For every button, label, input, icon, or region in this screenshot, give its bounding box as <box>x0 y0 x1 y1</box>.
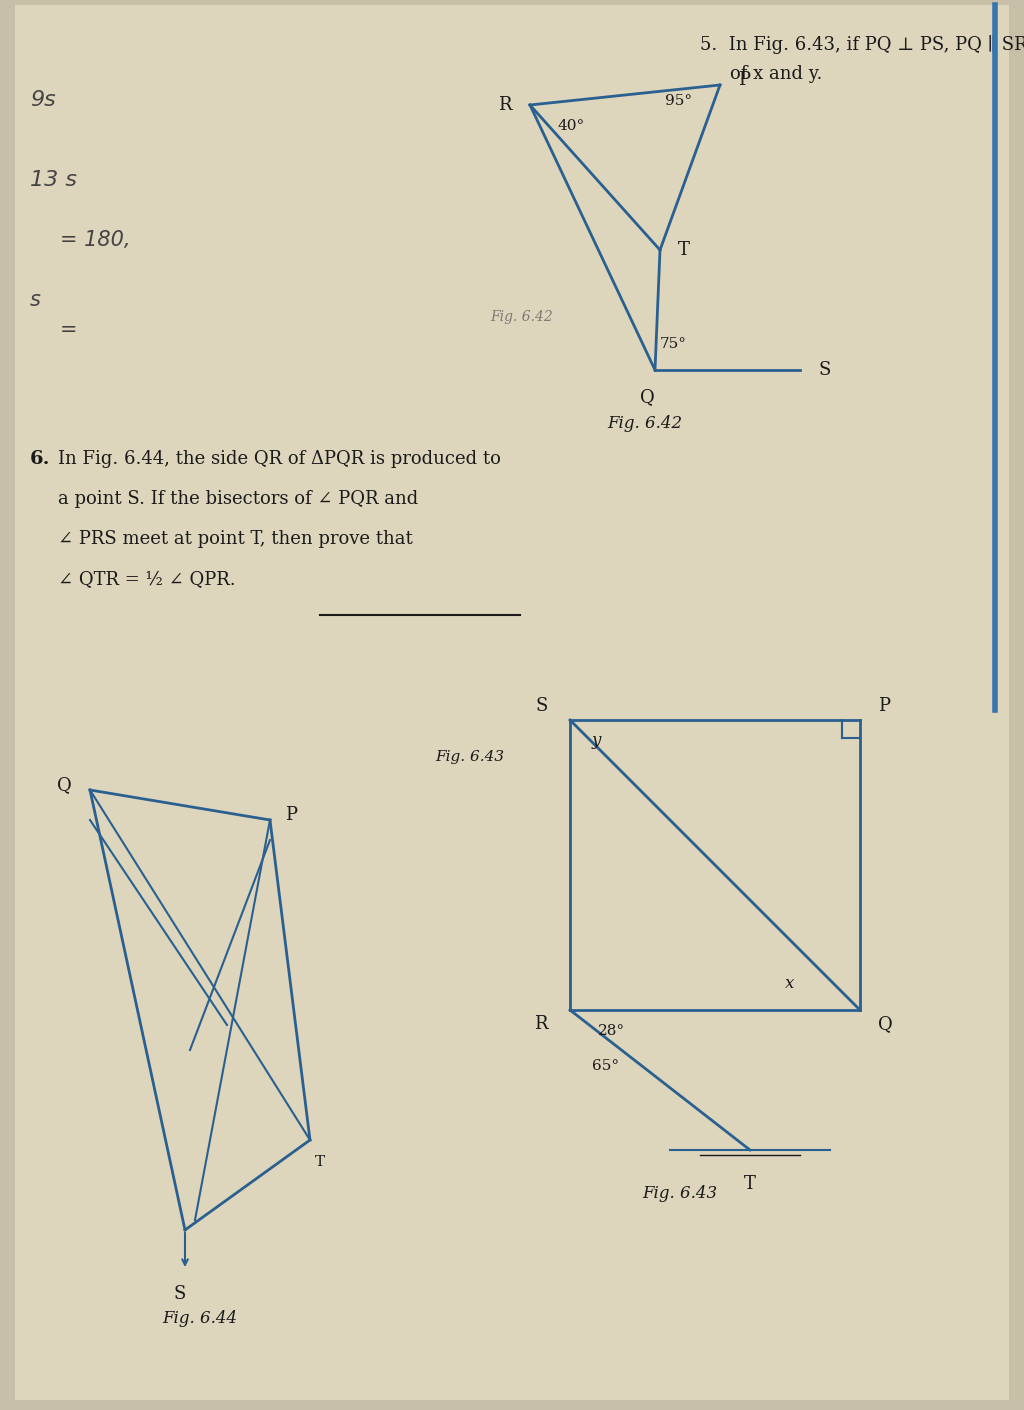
Text: S: S <box>818 361 830 379</box>
Text: ∠ QTR = ½ ∠ QPR.: ∠ QTR = ½ ∠ QPR. <box>58 570 236 588</box>
Text: a point S. If the bisectors of ∠ PQR and: a point S. If the bisectors of ∠ PQR and <box>58 491 418 508</box>
Text: T: T <box>315 1155 326 1169</box>
Text: S: S <box>174 1285 186 1303</box>
Text: 95°: 95° <box>665 94 692 109</box>
Text: 6.: 6. <box>30 450 50 468</box>
Text: 28°: 28° <box>598 1024 625 1038</box>
Text: of x and y.: of x and y. <box>730 65 822 83</box>
Text: Q: Q <box>640 388 654 406</box>
Text: Fig. 6.44: Fig. 6.44 <box>163 1310 238 1327</box>
Text: S: S <box>536 697 548 715</box>
Text: Fig. 6.43: Fig. 6.43 <box>435 750 505 764</box>
Text: 75°: 75° <box>660 337 687 351</box>
Text: ∠ PRS meet at point T, then prove that: ∠ PRS meet at point T, then prove that <box>58 530 413 548</box>
Text: 65°: 65° <box>592 1059 620 1073</box>
Text: Q: Q <box>878 1015 893 1034</box>
Text: y: y <box>592 732 601 749</box>
Text: s: s <box>30 290 41 310</box>
Text: P: P <box>878 697 890 715</box>
Text: P: P <box>738 70 750 89</box>
Text: T: T <box>678 241 690 259</box>
Text: = 180,: = 180, <box>60 230 130 250</box>
Text: In Fig. 6.44, the side QR of ΔPQR is produced to: In Fig. 6.44, the side QR of ΔPQR is pro… <box>58 450 501 468</box>
Text: P: P <box>285 807 297 823</box>
Text: 5.  In Fig. 6.43, if PQ ⊥ PS, PQ ∥ SR, ∠SQR = 28° and ∠QRT = 65°, then find the : 5. In Fig. 6.43, if PQ ⊥ PS, PQ ∥ SR, ∠S… <box>700 35 1024 54</box>
Text: Q: Q <box>57 776 72 794</box>
FancyBboxPatch shape <box>15 6 1009 1400</box>
Text: 40°: 40° <box>558 118 586 133</box>
Text: =: = <box>60 320 78 340</box>
Text: T: T <box>744 1175 756 1193</box>
Text: x: x <box>785 974 795 993</box>
Text: 13 s: 13 s <box>30 171 77 190</box>
Text: 9s: 9s <box>30 90 55 110</box>
Text: Fig. 6.42: Fig. 6.42 <box>490 310 553 324</box>
Text: R: R <box>499 96 512 114</box>
Text: Fig. 6.42: Fig. 6.42 <box>607 415 683 431</box>
Text: R: R <box>535 1015 548 1034</box>
Text: Fig. 6.43: Fig. 6.43 <box>642 1184 718 1201</box>
